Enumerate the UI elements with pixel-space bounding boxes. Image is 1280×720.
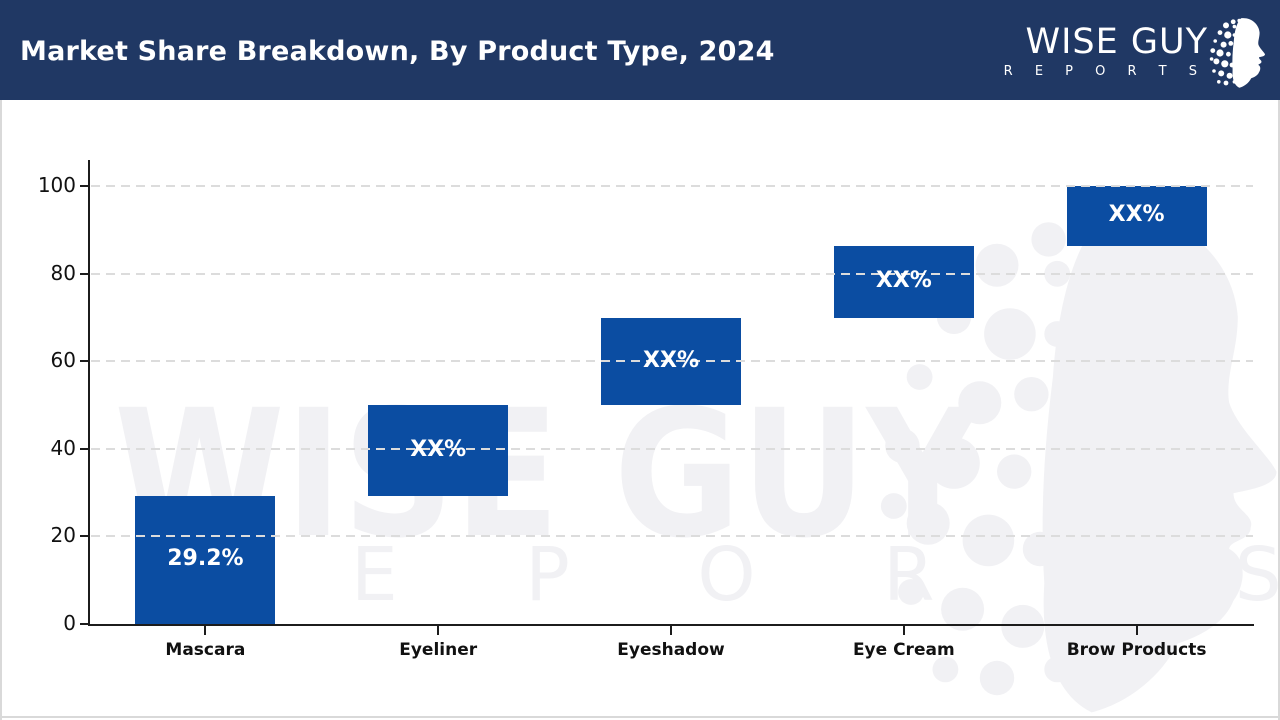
x-category-label: Eye Cream (852, 640, 955, 660)
bar-value-label: XX% (643, 347, 699, 373)
x-tick-4 (902, 626, 905, 635)
x-axis-spine (88, 624, 1254, 626)
bar-value-label: 29.2% (167, 546, 244, 572)
y-tick-label-100: 100 (37, 173, 76, 197)
page-title: Market Share Breakdown, By Product Type,… (20, 36, 775, 67)
x-category-label: Eyeliner (399, 640, 478, 660)
bar-eyeliner (368, 405, 509, 497)
bar-value-label: XX% (875, 268, 932, 294)
logo-face-icon (1208, 12, 1268, 94)
y-tick-20 (80, 535, 88, 538)
gridline-40 (91, 447, 1253, 450)
y-tick-label-40: 40 (50, 435, 76, 460)
gridline-20 (91, 535, 1253, 538)
bar-mascara (135, 496, 276, 624)
bar-eye-cream (833, 246, 974, 319)
x-category-label: Eyeshadow (617, 640, 725, 660)
y-axis-spine (88, 160, 90, 626)
brand-logo: WISE GUY R E P O R T S (1004, 6, 1270, 96)
bar-value-label: XX% (1108, 202, 1165, 227)
x-tick-3 (670, 626, 672, 635)
x-category-label: Brow Products (1066, 640, 1207, 660)
x-tick-2 (437, 626, 440, 635)
y-tick-80 (80, 272, 88, 275)
x-tick-1 (204, 626, 207, 635)
x-tick-5 (1135, 626, 1138, 635)
gridline-100 (91, 185, 1253, 187)
logo-subtext: R E P O R T S (1003, 64, 1206, 79)
x-category-label: Mascara (165, 640, 246, 660)
y-tick-label-80: 80 (50, 260, 76, 285)
gridline-60 (91, 360, 1253, 363)
bar-brow-products (1066, 186, 1207, 246)
bottom-border-line (0, 716, 1280, 718)
bar-value-label: XX% (410, 436, 467, 462)
y-tick-40 (80, 447, 88, 450)
y-tick-label-0: 0 (63, 611, 76, 635)
y-tick-0 (80, 623, 88, 625)
gridline-80 (91, 272, 1253, 275)
y-tick-60 (80, 360, 88, 363)
header-bar: Market Share Breakdown, By Product Type,… (0, 0, 1280, 100)
y-tick-100 (80, 185, 88, 187)
y-tick-label-60: 60 (50, 348, 76, 373)
logo-wordmark: WISE GUY (1025, 22, 1208, 62)
y-tick-label-20: 20 (50, 523, 76, 548)
